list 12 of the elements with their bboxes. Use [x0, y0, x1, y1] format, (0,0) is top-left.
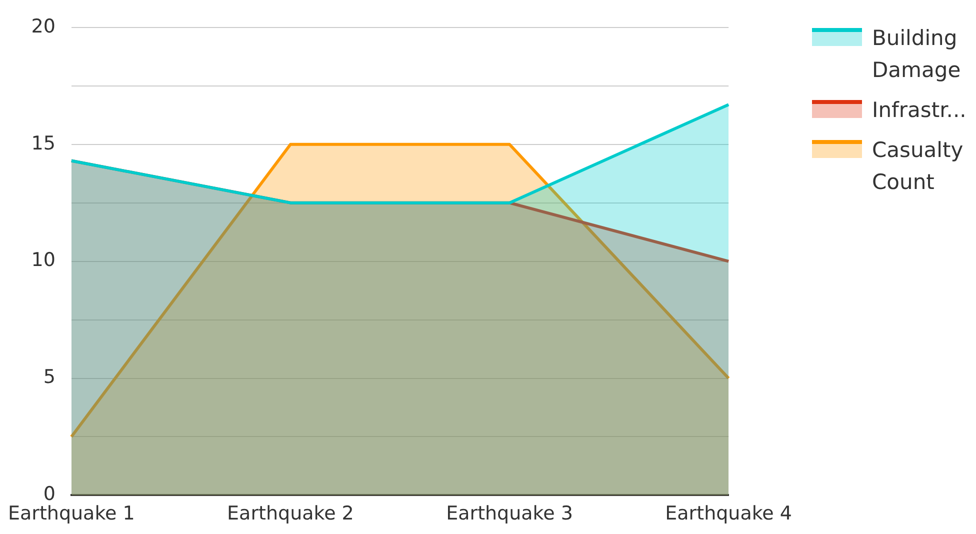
y-tick-label: 5: [43, 366, 56, 388]
legend-label: Building Damage: [872, 25, 962, 84]
y-tick-label: 10: [31, 249, 56, 272]
y-tick-label: 15: [31, 132, 56, 154]
x-tick-label: Earthquake 2: [227, 502, 354, 525]
y-tick-label: 20: [31, 15, 56, 38]
x-tick-label: Earthquake 3: [446, 502, 573, 525]
legend-label: Casualty Count: [872, 137, 964, 196]
y-tick-label: 0: [43, 483, 56, 506]
x-tick-label: Earthquake 4: [665, 502, 792, 525]
x-tick-label: Earthquake 1: [8, 502, 135, 525]
legend-label: Infrastr...: [872, 97, 966, 124]
